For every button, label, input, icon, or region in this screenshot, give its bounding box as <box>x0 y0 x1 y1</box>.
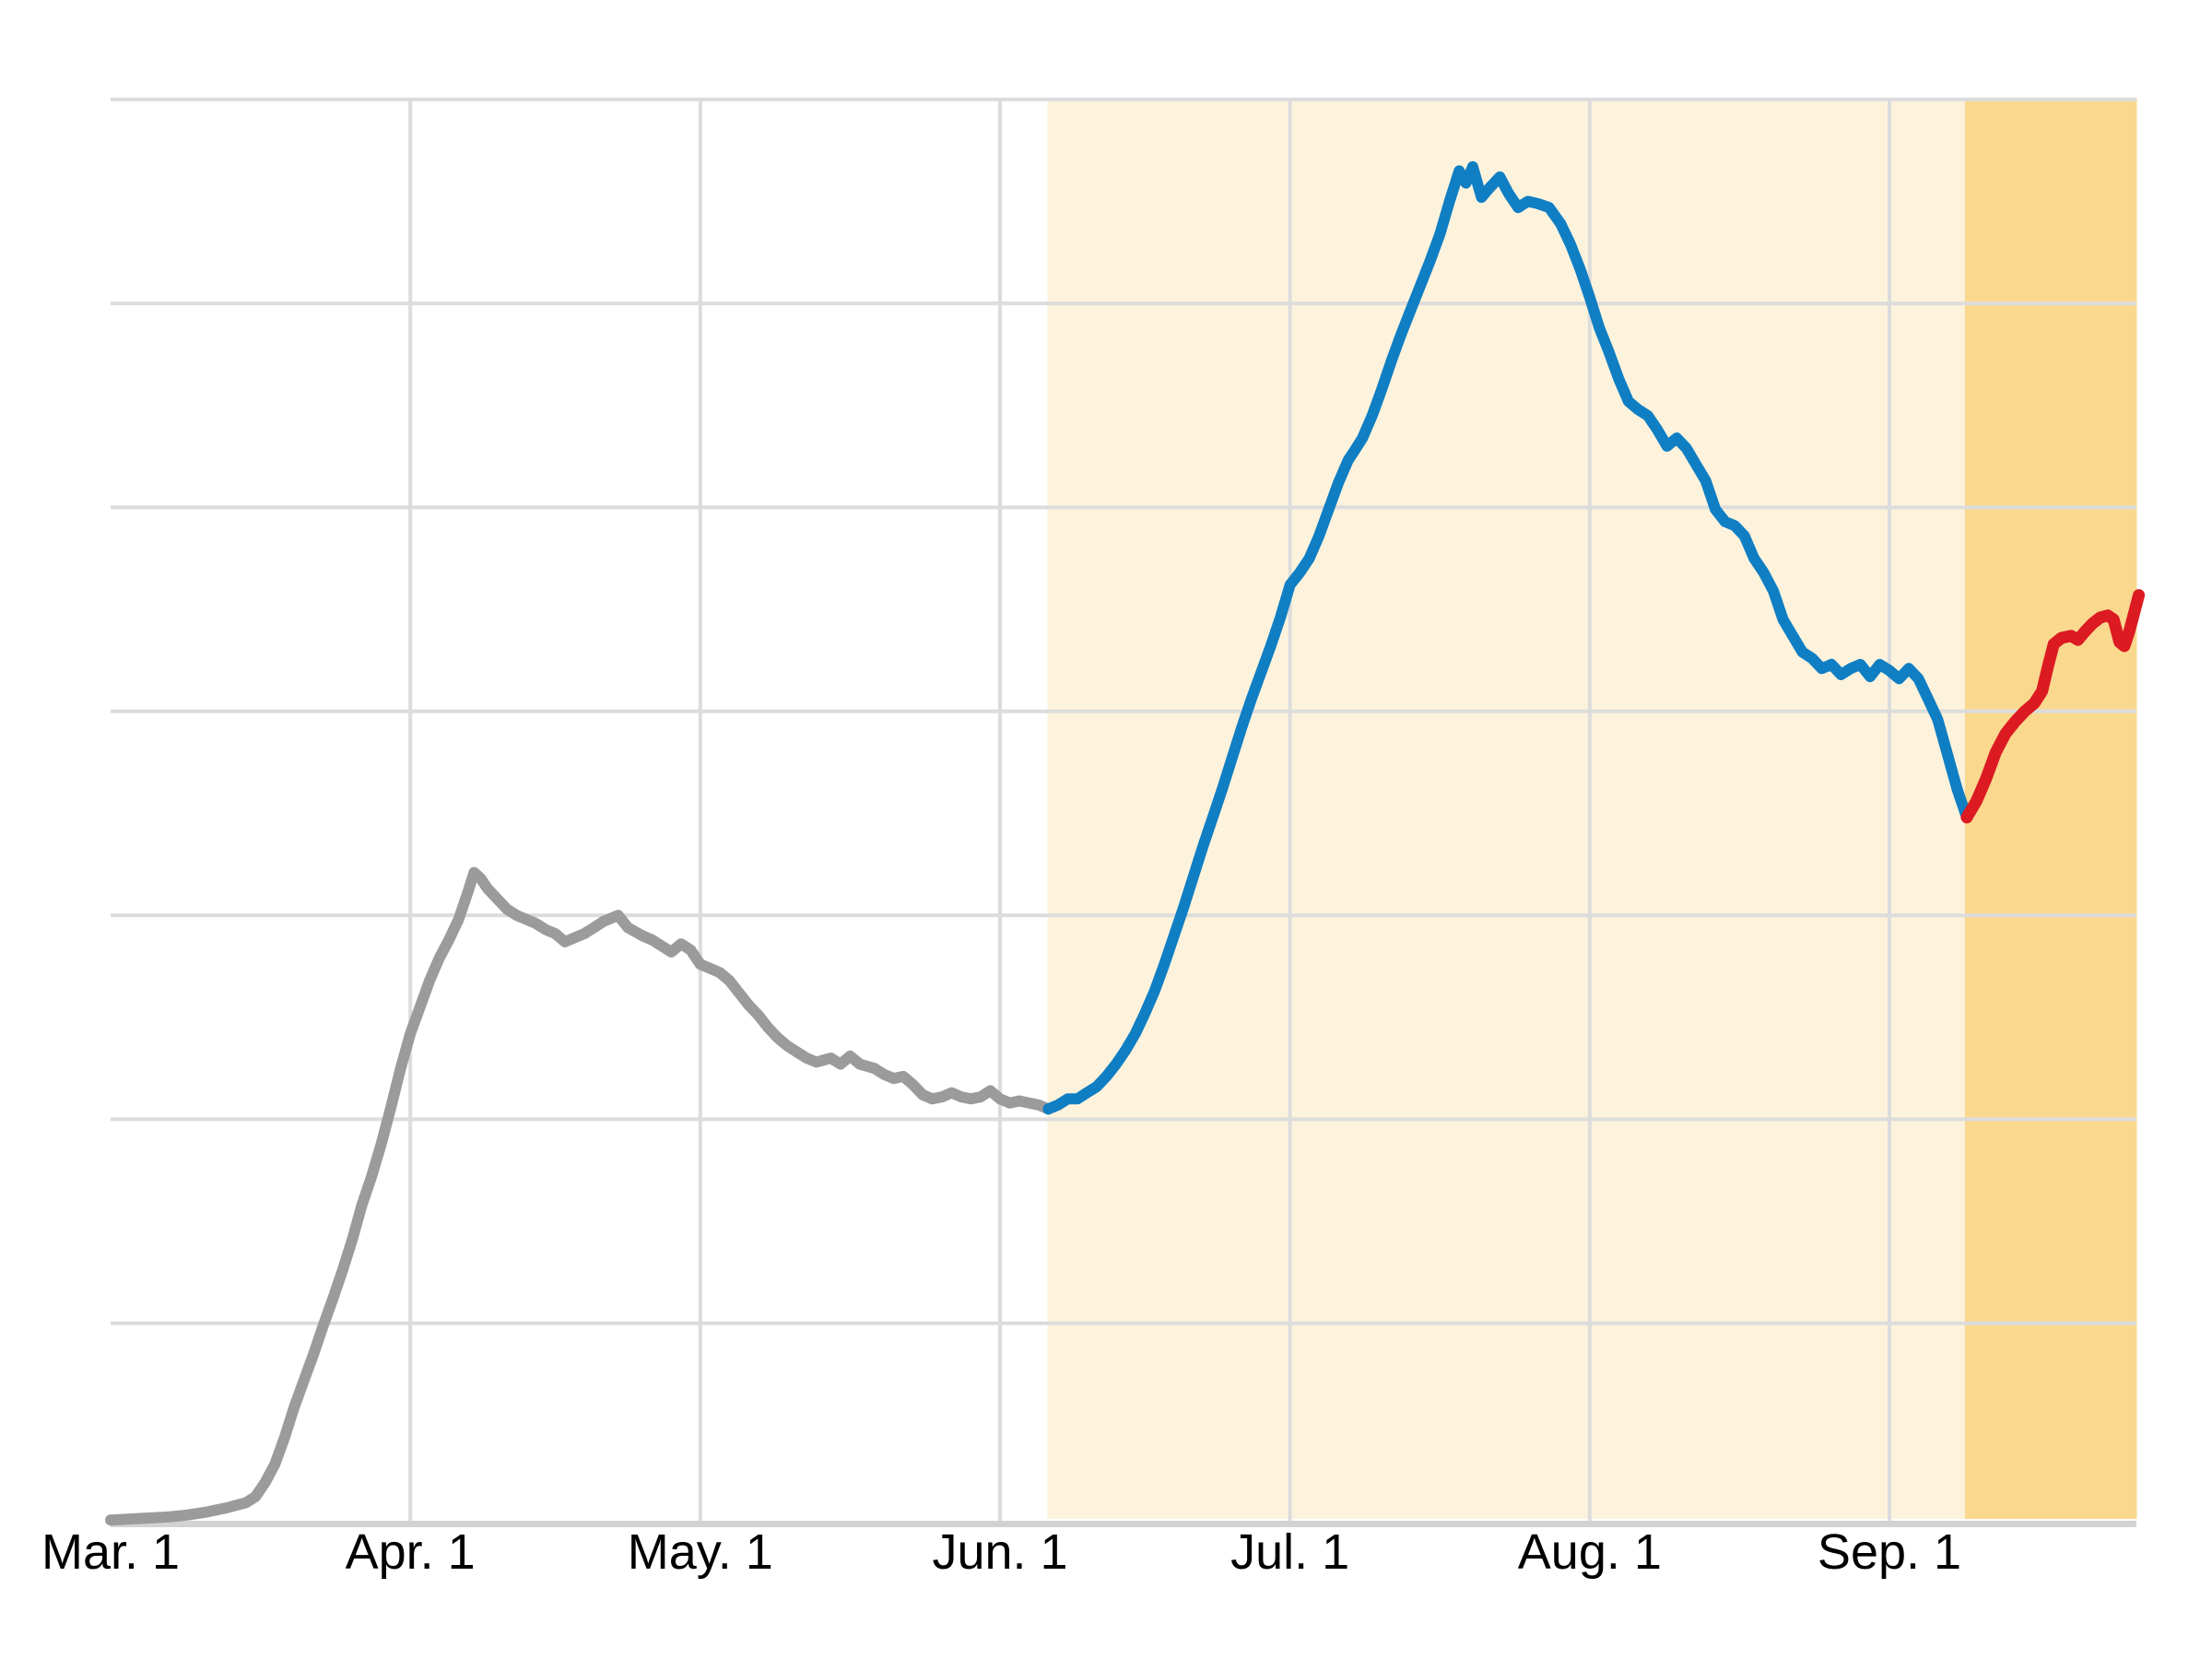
highlight-region-light <box>1047 98 1965 1519</box>
x-tick-label: Jul. 1 <box>1230 1524 1349 1580</box>
x-tick-label: Apr. 1 <box>346 1524 476 1580</box>
series-middle-period-blue <box>1042 160 1972 1115</box>
x-tick-label: Mar. 1 <box>41 1524 180 1580</box>
x-tick-label: Aug. 1 <box>1518 1524 1662 1580</box>
x-tick-label: Jun. 1 <box>932 1524 1067 1580</box>
series-early-period-gray <box>105 866 1054 1526</box>
highlight-region-dark <box>1964 98 2137 1519</box>
x-tick-label: Sep. 1 <box>1818 1524 1961 1580</box>
x-tick-label: May. 1 <box>628 1524 773 1580</box>
series-recent-period-red <box>1960 589 2146 824</box>
x-axis-line <box>111 1521 2136 1527</box>
